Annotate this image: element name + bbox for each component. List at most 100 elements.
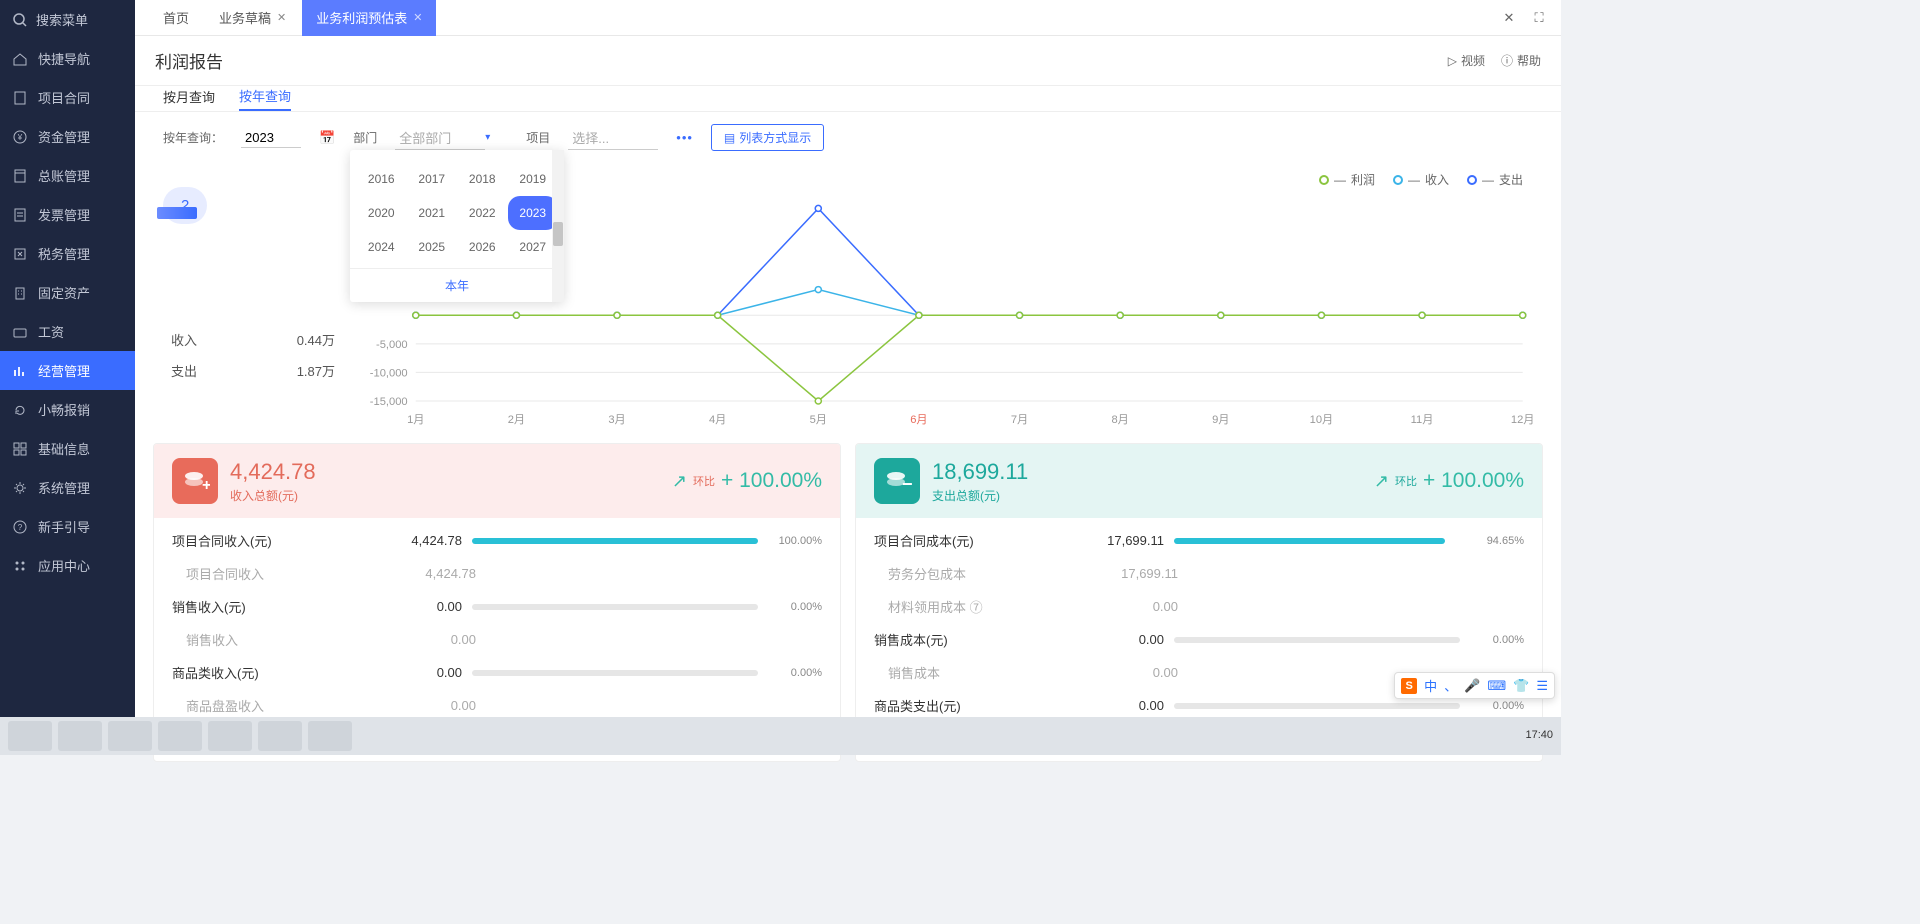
sidebar-item-home[interactable]: 快捷导航 xyxy=(0,39,135,78)
year-label: 按年查询： xyxy=(163,129,223,146)
svg-text:4月: 4月 xyxy=(709,414,726,426)
tab[interactable]: 业务草稿✕ xyxy=(205,0,300,36)
subtab-yearly[interactable]: 按年查询 xyxy=(239,86,291,111)
year-option[interactable]: 2026 xyxy=(457,230,508,264)
svg-text:−: − xyxy=(902,474,912,494)
filter-bar: 按年查询： 📅 部门 全部部门 ▾ 项目 选择... ••• ▤ 列表方式显示 … xyxy=(135,112,1561,163)
dept-select[interactable]: 全部部门 xyxy=(395,126,485,150)
sidebar-item-building[interactable]: 固定资产 xyxy=(0,273,135,312)
kpi-row: 项目合同成本(元)17,699.1194.65% xyxy=(874,524,1524,557)
kpi-row: 材料领用成本 ⑦0.00 xyxy=(874,590,1524,623)
sidebar-item-grid[interactable]: 基础信息 xyxy=(0,429,135,468)
main-area: 首页业务草稿✕业务利润预估表✕ ✕ ⛶ 利润报告 ▷ 视频 ⓘ 帮助 按月查询 … xyxy=(135,0,1561,755)
year-option[interactable]: 2017 xyxy=(407,162,458,196)
sidebar-item-apps[interactable]: 应用中心 xyxy=(0,546,135,585)
wallet-icon xyxy=(12,324,28,340)
kpi-row: 销售成本(元)0.000.00% xyxy=(874,623,1524,656)
sidebar-item-help[interactable]: ?新手引导 xyxy=(0,507,135,546)
apps-icon xyxy=(12,558,28,574)
svg-text:9月: 9月 xyxy=(1212,414,1229,426)
sidebar-item-chart[interactable]: 经营管理 xyxy=(0,351,135,390)
home-icon xyxy=(12,51,28,67)
ime-bar[interactable]: S 中 、 🎤 ⌨ 👕 ☰ xyxy=(1394,672,1555,699)
svg-text:2月: 2月 xyxy=(508,414,525,426)
year-input[interactable] xyxy=(241,128,301,148)
year-option[interactable]: 2020 xyxy=(356,196,407,230)
stat-row: 收入0.44万 xyxy=(153,324,353,355)
svg-text:6月: 6月 xyxy=(910,414,927,426)
taskbar-item[interactable] xyxy=(308,721,352,751)
income-sub: 收入总额(元) xyxy=(230,487,316,504)
year-option[interactable]: 2024 xyxy=(356,230,407,264)
file-icon xyxy=(12,90,28,106)
fullscreen-icon[interactable]: ⛶ xyxy=(1529,8,1549,28)
svg-text:11月: 11月 xyxy=(1411,414,1434,426)
svg-text:-5,000: -5,000 xyxy=(376,339,408,351)
sidebar-item-tax[interactable]: 税务管理 xyxy=(0,234,135,273)
taskbar-item[interactable] xyxy=(208,721,252,751)
chevron-down-icon: ▾ xyxy=(485,132,490,143)
chart-section: 2 收入0.44万支出1.87万 —利润—收入—支出 -15,000-10,00… xyxy=(135,163,1561,443)
grid-icon xyxy=(12,441,28,457)
kpi-income: + 4,424.78 收入总额(元) ↗ 环比 + 100.00% 项目合同收入 xyxy=(153,443,841,762)
proj-label: 项目 xyxy=(526,129,550,146)
year-option[interactable]: 2018 xyxy=(457,162,508,196)
calendar-icon[interactable]: 📅 xyxy=(319,130,335,146)
sidebar-item-wallet[interactable]: 工资 xyxy=(0,312,135,351)
proj-select[interactable]: 选择... xyxy=(568,126,658,150)
sidebar-item-book[interactable]: 总账管理 xyxy=(0,156,135,195)
table-mode-button[interactable]: ▤ 列表方式显示 xyxy=(711,124,824,151)
tab[interactable]: 首页 xyxy=(149,0,203,36)
tab[interactable]: 业务利润预估表✕ xyxy=(302,0,436,36)
year-option[interactable]: 2025 xyxy=(407,230,458,264)
close-all-icon[interactable]: ✕ xyxy=(1499,8,1519,28)
taskbar: 17:40 xyxy=(0,717,1561,755)
taskbar-item[interactable] xyxy=(108,721,152,751)
money-icon: ¥ xyxy=(12,129,28,145)
this-year-button[interactable]: 本年 xyxy=(350,268,564,302)
tab-close-icon[interactable]: ✕ xyxy=(413,11,422,24)
year-picker: 2016201720182019 2020202120222023 20242025… xyxy=(350,150,564,302)
sidebar-item-gear[interactable]: 系统管理 xyxy=(0,468,135,507)
year-option[interactable]: 2021 xyxy=(407,196,458,230)
page-title: 利润报告 xyxy=(155,48,223,73)
year-option[interactable]: 2023 xyxy=(508,196,559,230)
dept-label: 部门 xyxy=(353,129,377,146)
income-icon: + xyxy=(172,458,218,504)
legend-item: —收入 xyxy=(1393,171,1449,188)
sidebar-item-invoice[interactable]: 发票管理 xyxy=(0,195,135,234)
year-option[interactable]: 2016 xyxy=(356,162,407,196)
taskbar-item[interactable] xyxy=(8,721,52,751)
year-option[interactable]: 2019 xyxy=(508,162,559,196)
legend-item: —利润 xyxy=(1319,171,1375,188)
subtab-monthly[interactable]: 按月查询 xyxy=(163,87,215,110)
kpi-row: 劳务分包成本17,699.11 xyxy=(874,557,1524,590)
more-icon[interactable]: ••• xyxy=(676,130,693,145)
help-icon: ? xyxy=(12,519,28,535)
svg-text:-15,000: -15,000 xyxy=(370,396,408,408)
income-value: 4,424.78 xyxy=(230,459,316,485)
svg-text:7月: 7月 xyxy=(1011,414,1028,426)
taskbar-item[interactable] xyxy=(158,721,202,751)
sidebar-item-refresh[interactable]: 小畅报销 xyxy=(0,390,135,429)
year-option[interactable]: 2022 xyxy=(457,196,508,230)
expense-value: 18,699.11 xyxy=(932,459,1028,485)
stat-row: 支出1.87万 xyxy=(153,355,353,386)
svg-text:-10,000: -10,000 xyxy=(370,367,408,379)
sidebar-item-file[interactable]: 项目合同 xyxy=(0,78,135,117)
kpi-row: 销售收入(元)0.000.00% xyxy=(172,590,822,623)
expense-icon: − xyxy=(874,458,920,504)
year-picker-scrollbar[interactable] xyxy=(552,150,564,302)
help-link[interactable]: ⓘ 帮助 xyxy=(1501,52,1541,69)
taskbar-item[interactable] xyxy=(258,721,302,751)
taskbar-item[interactable] xyxy=(58,721,102,751)
tab-close-icon[interactable]: ✕ xyxy=(277,11,286,24)
sidebar-search[interactable]: 搜索菜单 xyxy=(0,0,135,39)
sidebar-item-money[interactable]: ¥资金管理 xyxy=(0,117,135,156)
income-trend: + 100.00% xyxy=(721,469,822,493)
year-option[interactable]: 2027 xyxy=(508,230,559,264)
svg-text:5月: 5月 xyxy=(810,414,827,426)
kpi-row: 项目合同收入4,424.78 xyxy=(172,557,822,590)
gear-icon xyxy=(12,480,28,496)
video-link[interactable]: ▷ 视频 xyxy=(1448,52,1485,69)
